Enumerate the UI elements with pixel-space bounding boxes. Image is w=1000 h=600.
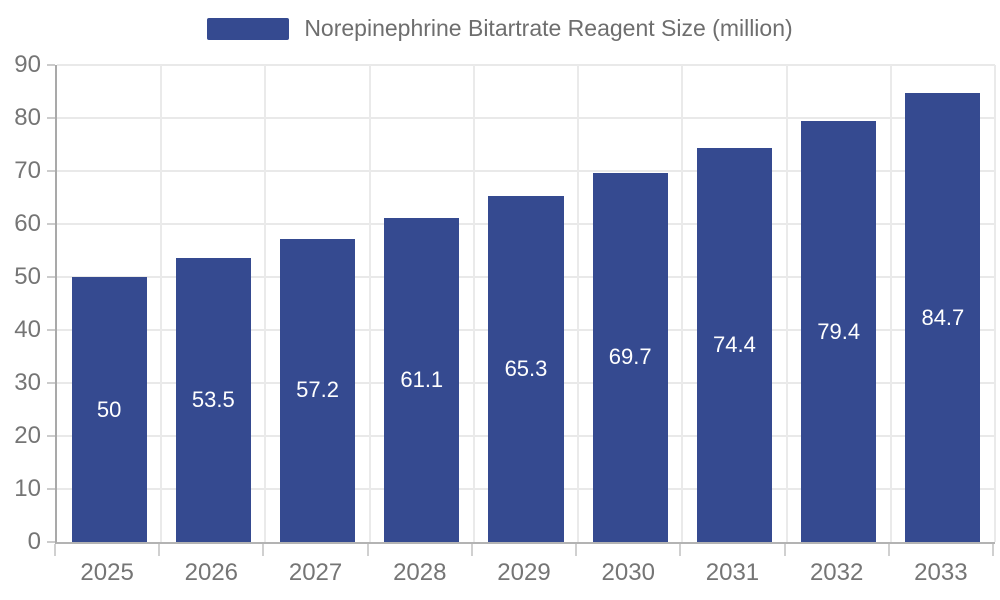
vertical-gridline [889, 65, 892, 542]
y-axis-tick-label: 50 [14, 263, 41, 290]
bar-value-label: 79.4 [817, 318, 861, 344]
bar-2028[interactable]: 61.1 [384, 218, 460, 542]
bar-value-label: 74.4 [713, 331, 756, 357]
x-axis-tick-label: 2026 [184, 559, 239, 586]
x-axis-tick [887, 544, 890, 556]
y-axis-tick-label: 40 [14, 316, 41, 343]
x-axis-tick-label: 2032 [809, 559, 864, 586]
x-axis-tick-label: 2031 [705, 559, 760, 586]
bar-2030[interactable]: 69.7 [592, 172, 668, 542]
y-axis-tick-label: 60 [14, 210, 41, 238]
y-axis-tick-label: 10 [14, 475, 41, 502]
bar-value-label: 53.5 [191, 387, 235, 413]
x-axis-tick-label: 2030 [601, 559, 655, 586]
x-axis-tick-label: 2025 [80, 559, 134, 586]
vertical-gridline [994, 65, 996, 542]
x-axis-tick [366, 544, 369, 556]
y-axis-tick [47, 382, 55, 385]
x-axis-tick-label: 2028 [393, 559, 447, 586]
horizontal-gridline [57, 117, 995, 120]
y-axis-tick-label: 80 [14, 104, 41, 131]
bar-2033[interactable]: 84.7 [905, 93, 981, 542]
y-axis: 0 10 20 30 40 50 60 70 80 90 [0, 53, 55, 554]
vertical-gridline [681, 65, 684, 542]
vertical-gridline [368, 65, 371, 542]
y-axis-tick [47, 64, 55, 66]
vertical-gridline [785, 65, 788, 542]
bar-2027[interactable]: 57.2 [280, 238, 356, 542]
y-axis-tick [47, 170, 55, 172]
x-axis-tick-label: 2033 [914, 559, 968, 586]
y-axis-tick-label: 30 [14, 369, 41, 397]
x-axis-tick-label: 2029 [497, 559, 551, 586]
y-axis-tick [47, 223, 55, 226]
vertical-gridline [264, 65, 267, 542]
y-axis-tick [47, 276, 55, 278]
legend-swatch-icon [207, 17, 290, 40]
x-axis-tick [158, 544, 161, 556]
y-axis-tick [47, 329, 55, 331]
x-axis-tick [783, 544, 786, 556]
y-axis-tick [47, 488, 55, 490]
bar-value-label: 50 [96, 396, 122, 422]
bar-value-label: 65.3 [504, 355, 548, 381]
y-axis-tick-label: 70 [14, 157, 41, 184]
legend-label: Norepinephrine Bitartrate Reagent Size (… [304, 15, 793, 41]
y-axis-tick-label: 20 [14, 422, 41, 449]
vertical-gridline [472, 65, 475, 542]
vertical-gridline [160, 65, 163, 542]
y-axis-tick-label: 90 [14, 51, 41, 78]
bar-value-label: 84.7 [921, 304, 965, 330]
y-axis-tick [47, 541, 55, 543]
legend[interactable]: Norepinephrine Bitartrate Reagent Size (… [0, 17, 1000, 40]
plot-area: 50 53.5 57.2 61.1 65.3 69.7 74.4 79.4 84.7 [55, 64, 996, 544]
bar-value-label: 61.1 [400, 367, 444, 393]
x-axis-tick [54, 544, 56, 556]
bar-2031[interactable]: 74.4 [696, 147, 772, 542]
horizontal-gridline [57, 64, 995, 66]
x-axis-tick-label: 2027 [288, 559, 343, 586]
x-axis-tick [470, 544, 473, 556]
bar-value-label: 69.7 [608, 344, 652, 370]
bar-2026[interactable]: 53.5 [175, 258, 251, 542]
bar-2032[interactable]: 79.4 [801, 121, 877, 542]
x-axis-tick [992, 544, 994, 556]
x-axis-tick [262, 544, 265, 556]
bar-2025[interactable]: 50 [71, 277, 147, 542]
x-axis-tick [575, 544, 578, 556]
bar-value-label: 57.2 [296, 377, 339, 403]
y-axis-tick [47, 435, 55, 437]
y-axis-tick-label: 0 [27, 528, 41, 555]
y-axis-tick [47, 117, 55, 119]
x-axis-tick [679, 544, 682, 556]
x-axis: 2025 2026 2027 2028 2029 2030 2031 2032 2033 [54, 544, 994, 600]
vertical-gridline [577, 65, 580, 542]
bar-2029[interactable]: 65.3 [488, 195, 564, 542]
